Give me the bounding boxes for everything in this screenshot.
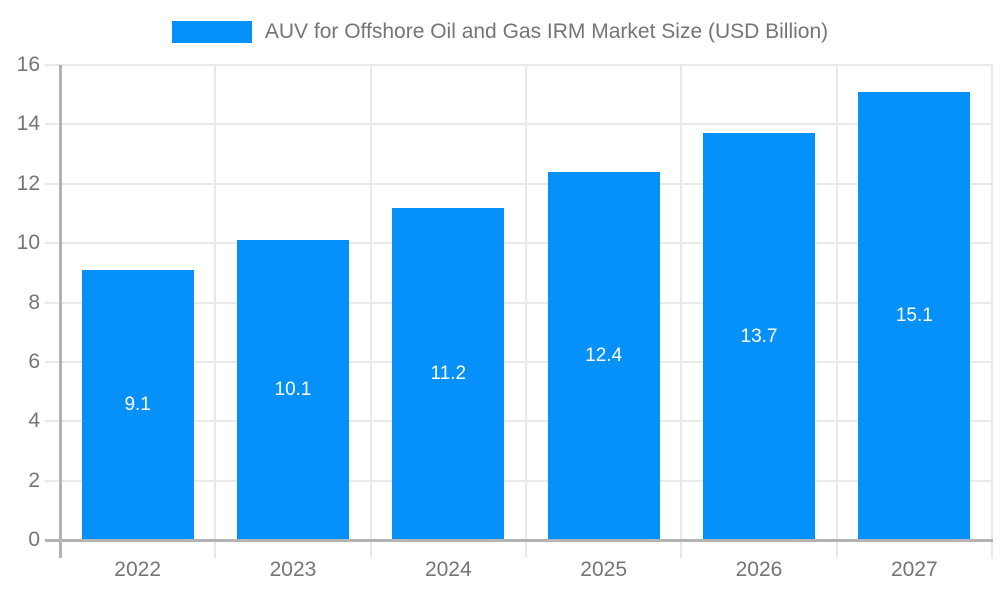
y-axis-label: 4: [28, 409, 40, 433]
h-gridline: [45, 420, 993, 423]
h-gridline: [45, 479, 993, 482]
bar[interactable]: [81, 269, 194, 540]
y-axis-label: 8: [28, 290, 40, 314]
x-axis-label: 2026: [735, 558, 783, 581]
y-axis-label: 2: [28, 468, 40, 492]
x-axis-line: [45, 538, 993, 542]
x-axis-label: 2022: [114, 558, 162, 581]
v-gridline: [525, 65, 527, 558]
y-axis-label: 16: [16, 53, 40, 76]
h-gridline: [45, 123, 993, 126]
y-axis-line: [58, 65, 62, 558]
x-axis-label: 2025: [580, 558, 628, 581]
bar-value-label: 13.7: [740, 325, 778, 347]
x-axis-label: 2024: [424, 558, 472, 581]
h-gridline: [45, 360, 993, 363]
bar-value-label: 12.4: [585, 344, 623, 366]
h-gridline: [45, 182, 993, 185]
bar[interactable]: [858, 91, 971, 540]
h-gridline: [45, 64, 993, 66]
v-gridline: [991, 65, 993, 558]
v-gridline: [835, 65, 838, 558]
y-axis-label: 6: [28, 349, 40, 373]
h-gridline: [45, 242, 993, 245]
bar-value-label: 9.1: [124, 393, 151, 415]
y-axis-label: 0: [28, 528, 40, 551]
y-axis-label: 12: [16, 171, 40, 195]
legend-swatch-icon: [171, 21, 252, 43]
x-axis-label: 2023: [269, 558, 317, 581]
bar[interactable]: [703, 133, 815, 540]
bar[interactable]: [547, 171, 660, 540]
v-gridline: [369, 65, 372, 558]
bar-value-label: 11.2: [430, 362, 467, 384]
y-axis-label: 10: [16, 231, 40, 255]
bar-value-label: 10.1: [274, 379, 312, 401]
x-axis-label: 2027: [890, 558, 938, 581]
bar-value-label: 15.1: [895, 304, 933, 326]
bar[interactable]: [237, 240, 349, 540]
h-gridline: [45, 301, 993, 304]
legend[interactable]: AUV for Offshore Oil and Gas IRM Market …: [0, 17, 1000, 47]
y-axis-label: 14: [16, 112, 40, 136]
bar[interactable]: [392, 207, 505, 540]
v-gridline: [214, 65, 217, 558]
legend-series-label: AUV for Offshore Oil and Gas IRM Market …: [264, 20, 829, 43]
v-gridline: [680, 65, 683, 558]
